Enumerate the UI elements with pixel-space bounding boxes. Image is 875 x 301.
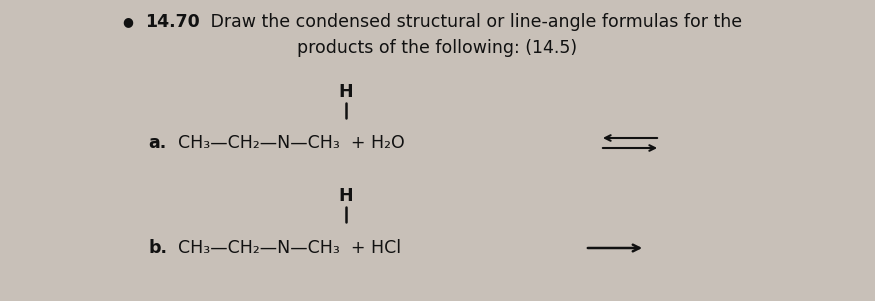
Text: CH₃—CH₂—N—CH₃  + H₂O: CH₃—CH₂—N—CH₃ + H₂O [178,134,405,152]
Text: b.: b. [148,239,167,257]
Text: H: H [339,187,354,205]
Text: 14.70: 14.70 [145,13,200,31]
Text: H: H [339,83,354,101]
Text: products of the following: (14.5): products of the following: (14.5) [297,39,578,57]
Text: ●: ● [123,15,134,29]
Text: Draw the condensed structural or line-angle formulas for the: Draw the condensed structural or line-an… [205,13,742,31]
Text: CH₃—CH₂—N—CH₃  + HCl: CH₃—CH₂—N—CH₃ + HCl [178,239,401,257]
Text: a.: a. [148,134,166,152]
